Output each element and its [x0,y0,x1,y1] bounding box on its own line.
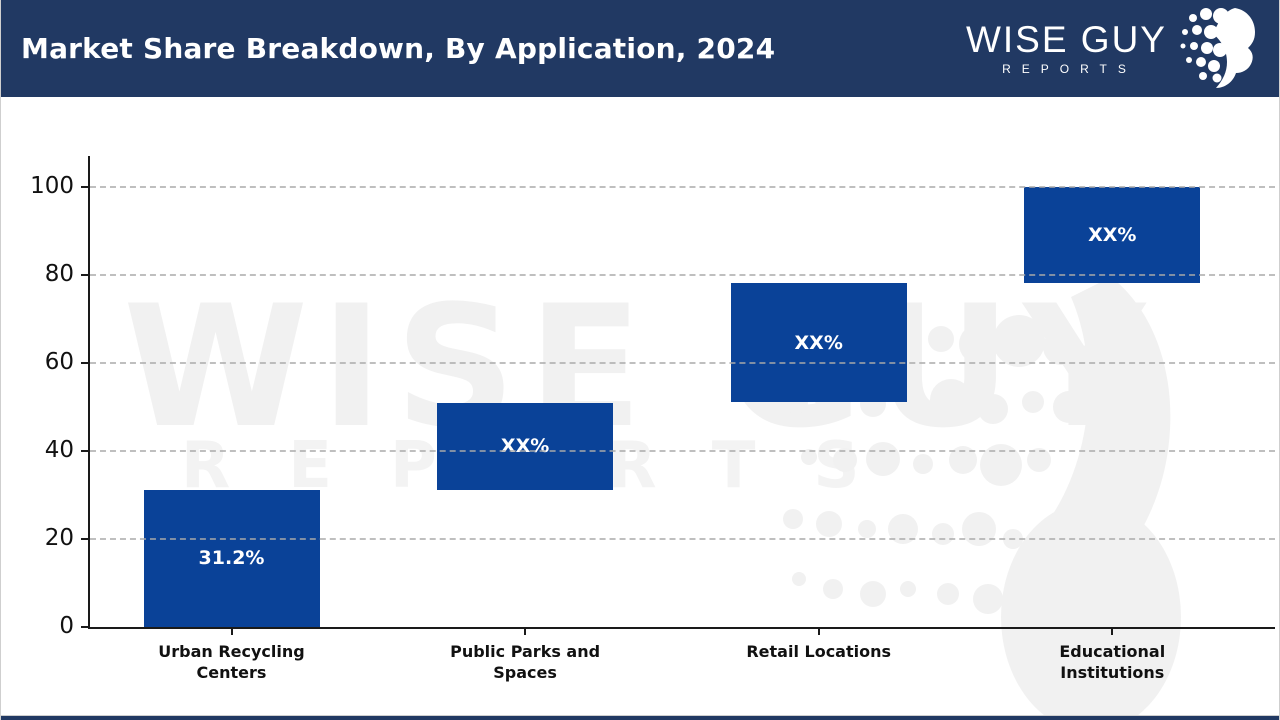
x-category-label-line: Spaces [493,662,557,682]
y-tick-label: 60 [44,348,74,375]
gridline-y-40 [90,449,1275,452]
bar-retail-locations: XX% [730,282,907,403]
x-tick-mark [230,627,233,635]
logo-name: WISE GUY [965,19,1167,60]
x-category-label-line: Public Parks and [450,642,601,661]
gridline-y-80 [90,273,1275,276]
y-tick-mark [81,449,88,452]
y-tick-label: 80 [44,260,74,287]
watermark-text: WISE GUY [123,269,1158,465]
bar-urban-recycling-centers: 31.2% [143,489,320,627]
y-tick-mark [81,185,88,188]
y-tick-mark [81,361,88,364]
bar-public-parks-and-spaces: XX% [437,402,614,490]
x-category-label-line: Educational [1059,642,1166,661]
x-category-label: Public Parks and Spaces [405,642,645,684]
x-axis-line [88,627,1275,629]
y-tick-mark [81,273,88,276]
bar-value-label: 31.2% [198,547,265,570]
y-tick-mark [81,626,88,628]
chart-area: WISE GUY REPORTS [1,97,1279,715]
y-tick-label: 0 [59,613,74,639]
header: Market Share Breakdown, By Application, … [1,0,1279,97]
x-category-label-line: Urban Recycling [158,642,305,661]
y-tick-label: 20 [44,524,74,551]
y-tick-label: 40 [44,436,74,463]
brand-logo: WISE GUY REPORTS [966,6,1257,92]
bar-educational-institutions: XX% [1024,186,1201,283]
x-category-label: Retail Locations [699,642,939,663]
x-category-label: Urban Recycling Centers [112,642,352,684]
gridline-y-60 [90,361,1275,364]
logo-face-icon [1180,7,1255,88]
x-tick-mark [1111,627,1114,635]
y-tick-mark [81,537,88,540]
logo-subtitle: REPORTS [1002,62,1137,76]
watermark-face-icon [783,277,1181,715]
plot: 0 20 40 60 80 100 31.2% Urban Recycling Centers X… [30,156,1275,682]
x-category-label: Educational Institutions [992,642,1232,684]
bar-value-label: XX% [794,331,843,354]
x-category-label-line: Retail Locations [746,642,892,661]
x-tick-mark [817,627,820,635]
y-tick-label: 100 [30,172,74,199]
y-axis-line [88,156,90,629]
x-category-label-line: Institutions [1060,662,1165,682]
x-tick-mark [524,627,527,635]
logo-wordmark: WISE GUY REPORTS [966,21,1167,76]
gridline-y-100 [90,185,1275,188]
x-category-label-line: Centers [196,662,267,682]
gridline-y-20 [90,537,1275,540]
bar-value-label: XX% [1088,223,1137,246]
chart-title: Market Share Breakdown, By Application, … [21,32,776,65]
bar-value-label: XX% [500,435,550,458]
footer-bar [1,715,1279,720]
